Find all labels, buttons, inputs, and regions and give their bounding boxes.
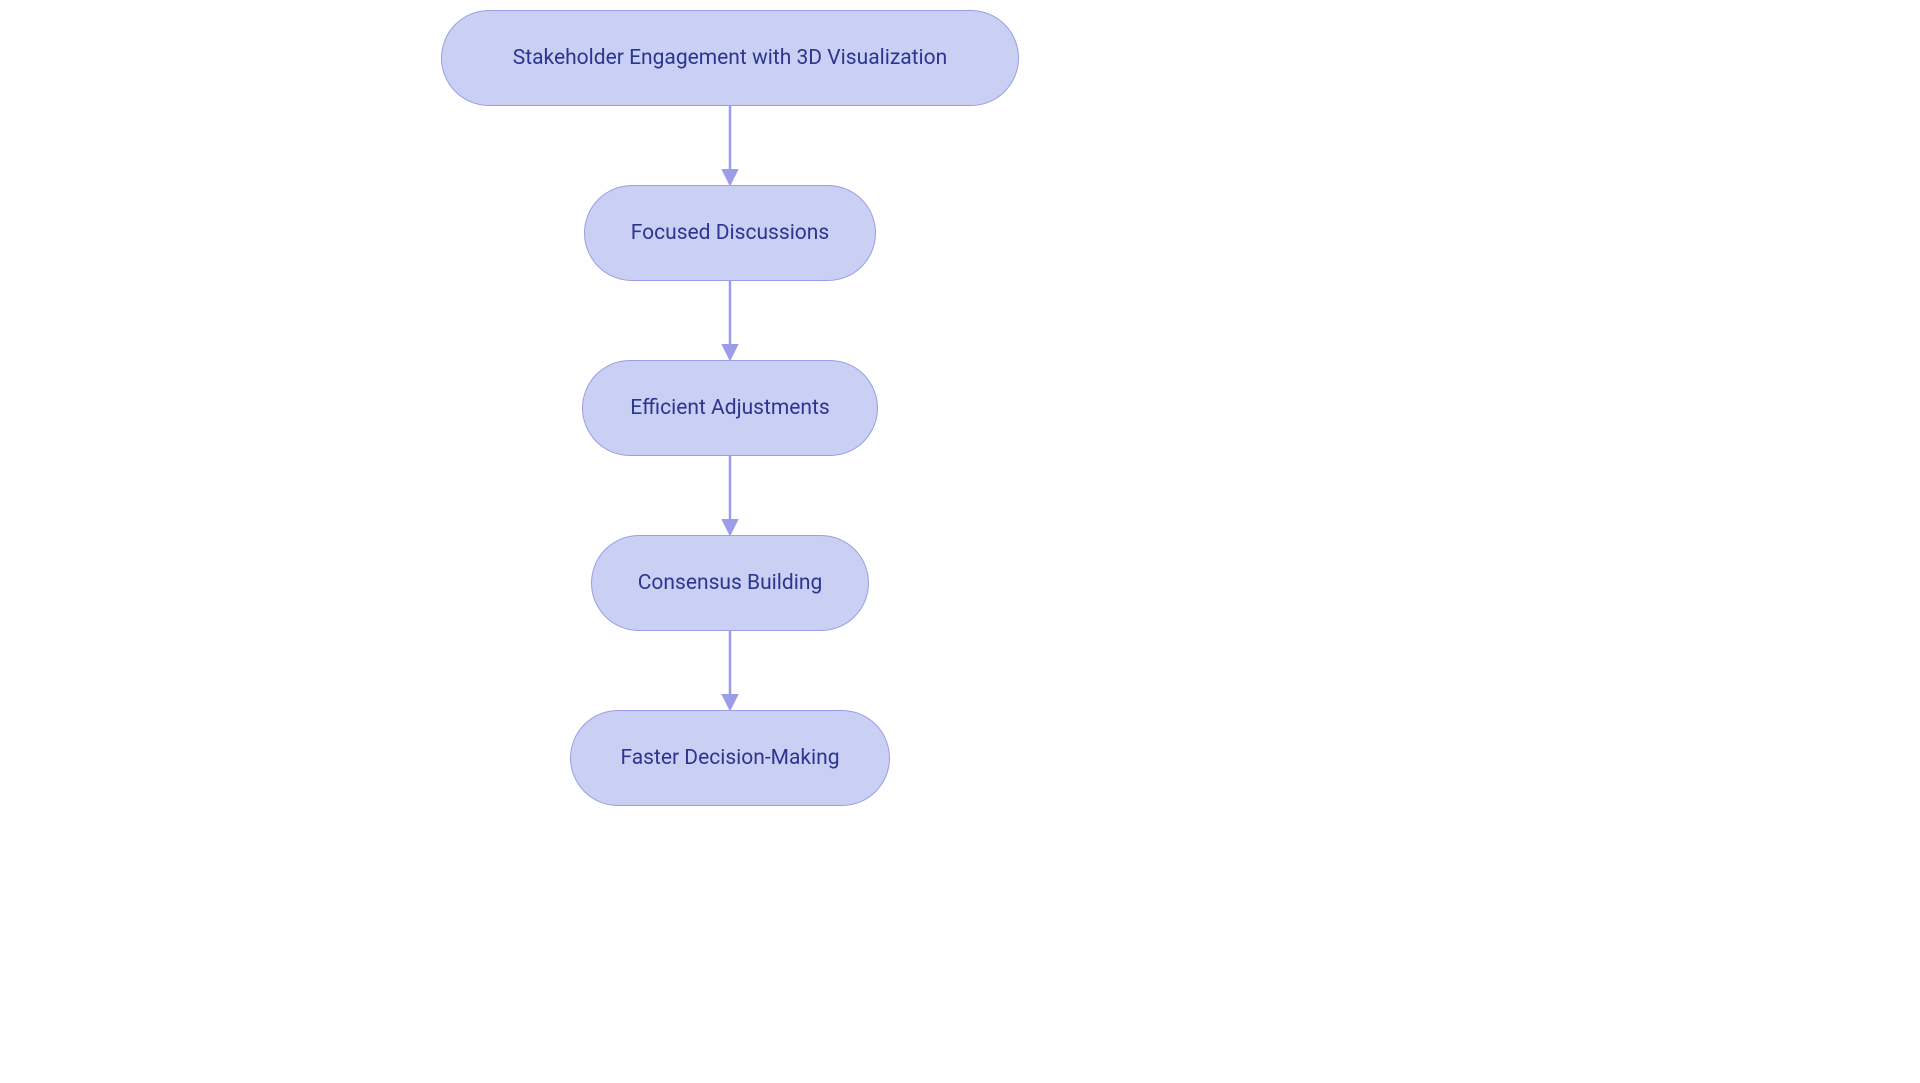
flowchart-node: Efficient Adjustments — [582, 360, 878, 456]
flowchart-node-label: Consensus Building — [638, 571, 823, 595]
flowchart-node: Focused Discussions — [584, 185, 876, 281]
flowchart-node: Consensus Building — [591, 535, 869, 631]
flowchart-node-label: Efficient Adjustments — [630, 396, 829, 420]
flowchart-node-label: Focused Discussions — [631, 221, 829, 245]
flowchart-edges — [0, 0, 1920, 1083]
flowchart-node-label: Stakeholder Engagement with 3D Visualiza… — [513, 46, 947, 70]
flowchart-node: Stakeholder Engagement with 3D Visualiza… — [441, 10, 1019, 106]
flowchart-node-label: Faster Decision-Making — [620, 746, 839, 770]
flowchart-node: Faster Decision-Making — [570, 710, 890, 806]
flowchart-canvas: Stakeholder Engagement with 3D Visualiza… — [0, 0, 1920, 1083]
